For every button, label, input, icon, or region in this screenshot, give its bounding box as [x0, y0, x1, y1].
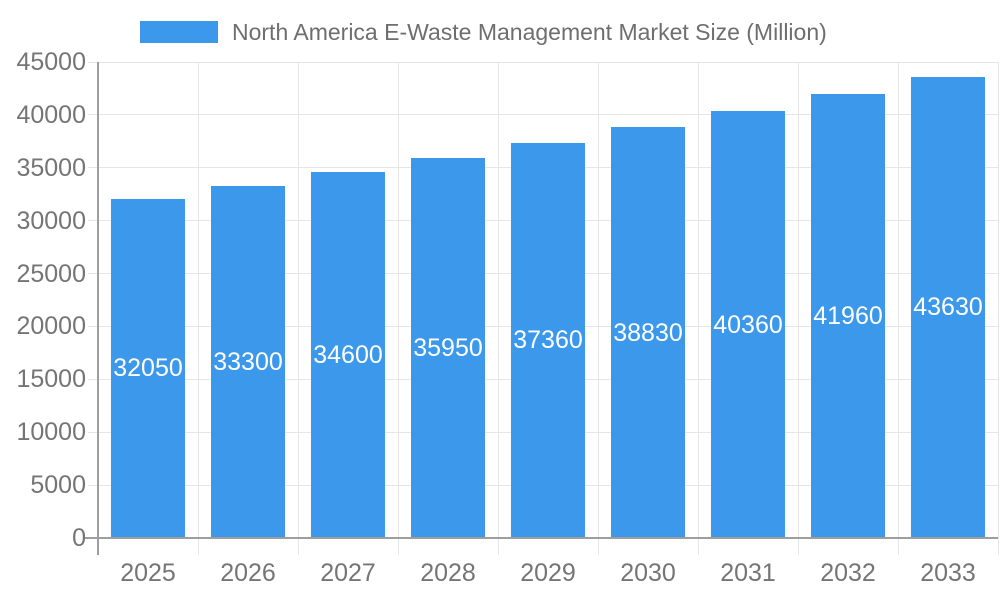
y-gridline [98, 114, 998, 116]
x-axis-tick-label: 2033 [920, 559, 976, 587]
y-tick-mark [88, 114, 98, 116]
y-tick-mark [88, 325, 98, 327]
bar-value-label: 38830 [613, 318, 683, 347]
bar-value-label: 33300 [213, 347, 283, 376]
y-axis-tick-label: 25000 [16, 259, 86, 288]
x-gridline [397, 62, 399, 555]
x-axis-tick-label: 2025 [120, 559, 176, 587]
bar-value-label: 37360 [513, 326, 583, 355]
y-axis-tick-label: 30000 [16, 206, 86, 235]
bar-2026[interactable] [211, 185, 285, 538]
x-axis-tick-label: 2031 [720, 559, 776, 587]
bar-value-label: 32050 [113, 354, 183, 383]
legend-swatch [140, 21, 218, 43]
y-tick-mark [88, 431, 98, 433]
bar-2030[interactable] [611, 127, 685, 538]
bar-value-label: 35950 [413, 333, 483, 362]
x-axis-tick-label: 2027 [320, 559, 376, 587]
y-axis-tick-label: 45000 [16, 48, 86, 76]
bar-2032[interactable] [811, 94, 885, 538]
bar-value-label: 40360 [713, 310, 783, 339]
x-gridline [697, 62, 699, 555]
x-axis-tick-label: 2030 [620, 559, 676, 587]
y-tick-mark [88, 484, 98, 486]
bar-2033[interactable] [911, 76, 985, 538]
y-tick-mark [88, 378, 98, 380]
y-tick-mark [88, 273, 98, 275]
y-axis-tick-label: 20000 [16, 312, 86, 341]
y-axis-tick-label: 10000 [16, 418, 86, 447]
y-axis-tick-label: 40000 [16, 100, 86, 129]
bar-2029[interactable] [511, 142, 585, 538]
plot-area: 32050 33300 34600 35950 37360 38830 40360 41960… [83, 61, 999, 555]
x-axis-tick-label: 2028 [420, 559, 476, 587]
x-gridline [197, 62, 199, 555]
bar-2025[interactable] [111, 198, 185, 538]
x-gridline [597, 62, 599, 555]
x-axis-line [83, 537, 998, 539]
y-axis-tick-label: 0 [72, 524, 86, 552]
bar-value-label: 34600 [313, 341, 383, 369]
y-tick-mark [88, 220, 98, 222]
y-axis-tick-label: 35000 [16, 153, 86, 182]
x-axis-tick-label: 2029 [520, 559, 576, 587]
legend-label: North America E-Waste Management Market … [232, 19, 827, 45]
bar-2028[interactable] [411, 157, 485, 538]
y-axis-line [97, 62, 99, 555]
x-gridline [297, 62, 299, 555]
x-gridline [797, 62, 799, 555]
y-gridline [98, 61, 998, 63]
bar-2031[interactable] [711, 111, 785, 538]
x-gridline [497, 62, 499, 555]
x-axis-tick-label: 2026 [220, 559, 276, 587]
bar-value-label: 41960 [813, 302, 883, 331]
y-axis-tick-label: 15000 [16, 365, 86, 394]
y-axis-tick-label: 5000 [30, 471, 86, 500]
bar-value-label: 43630 [913, 293, 983, 322]
x-gridline [897, 62, 899, 555]
x-gridline [997, 62, 999, 555]
bar-2027[interactable] [311, 172, 385, 538]
y-tick-mark [88, 167, 98, 169]
y-tick-mark [88, 61, 98, 63]
x-axis-tick-label: 2032 [820, 559, 876, 587]
